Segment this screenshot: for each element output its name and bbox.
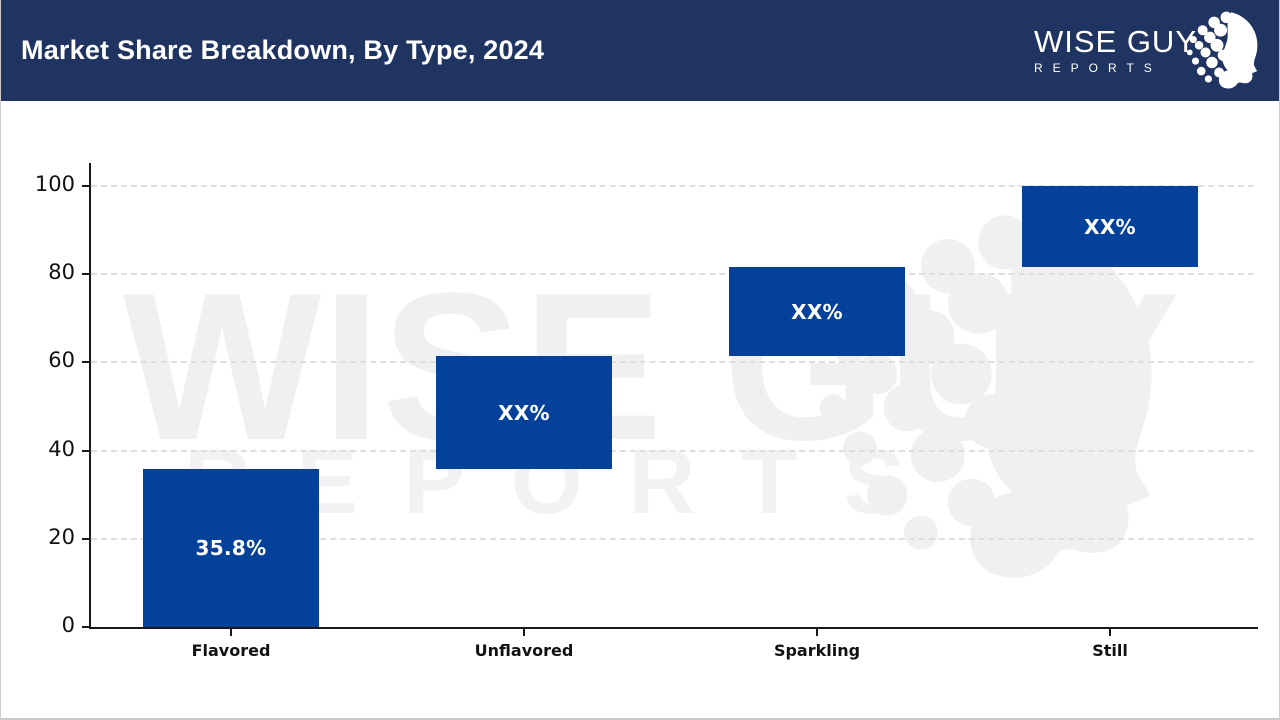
x-axis-category-label: Unflavored	[474, 641, 574, 660]
bar-flavored: 35.8%	[143, 469, 319, 627]
y-axis-tick-label: 80	[48, 260, 75, 285]
header-bar: Market Share Breakdown, By Type, 2024 WI…	[1, 0, 1279, 101]
gridline-y-80	[91, 273, 1254, 276]
y-axis-tick	[82, 273, 89, 276]
x-axis-line	[89, 627, 1258, 629]
gridline-y-60	[91, 361, 1254, 364]
logo-wiseguy-text: WISE GUY	[1033, 23, 1197, 59]
x-axis-tick	[230, 629, 232, 636]
brand-logo: WISE GUY REPORTS	[1034, 9, 1265, 93]
bar-value-label: 35.8%	[195, 536, 267, 561]
logo-reports-text: REPORTS	[1033, 61, 1162, 76]
y-axis-tick-label: 20	[48, 524, 75, 549]
x-axis-category-label: Still	[1092, 641, 1128, 660]
y-axis-tick-label: 40	[48, 436, 75, 461]
y-axis-tick-label: 100	[34, 172, 75, 196]
brand-wordmark: WISE GUY REPORTS	[1033, 23, 1197, 76]
gridline-y-20	[91, 537, 1254, 540]
bar-value-label: XX%	[1084, 214, 1136, 239]
x-axis-category-label: Sparkling	[773, 641, 861, 660]
bar-value-label: XX%	[498, 400, 550, 425]
y-axis-tick-label: 60	[48, 348, 75, 373]
y-axis-tick	[82, 626, 89, 628]
x-axis-tick	[816, 629, 818, 636]
y-axis-tick-label: 0	[61, 613, 75, 637]
x-axis-tick	[1109, 629, 1111, 636]
y-axis-tick	[82, 449, 89, 452]
x-axis-category-label: Flavored	[191, 641, 271, 660]
bar-still: XX%	[1022, 186, 1198, 268]
gridline-y-40	[91, 449, 1254, 452]
y-axis-tick	[82, 537, 89, 540]
chart-title: Market Share Breakdown, By Type, 2024	[21, 35, 545, 65]
bar-sparkling: XX%	[729, 267, 905, 357]
x-axis-tick	[523, 629, 525, 636]
y-axis-tick	[82, 361, 89, 364]
bar-value-label: XX%	[791, 299, 843, 324]
bar-unflavored: XX%	[436, 356, 612, 470]
wiseguy-face-icon	[1179, 9, 1265, 93]
y-axis-tick	[82, 185, 89, 187]
y-axis-line	[89, 163, 91, 629]
gridline-y-100	[91, 185, 1254, 187]
